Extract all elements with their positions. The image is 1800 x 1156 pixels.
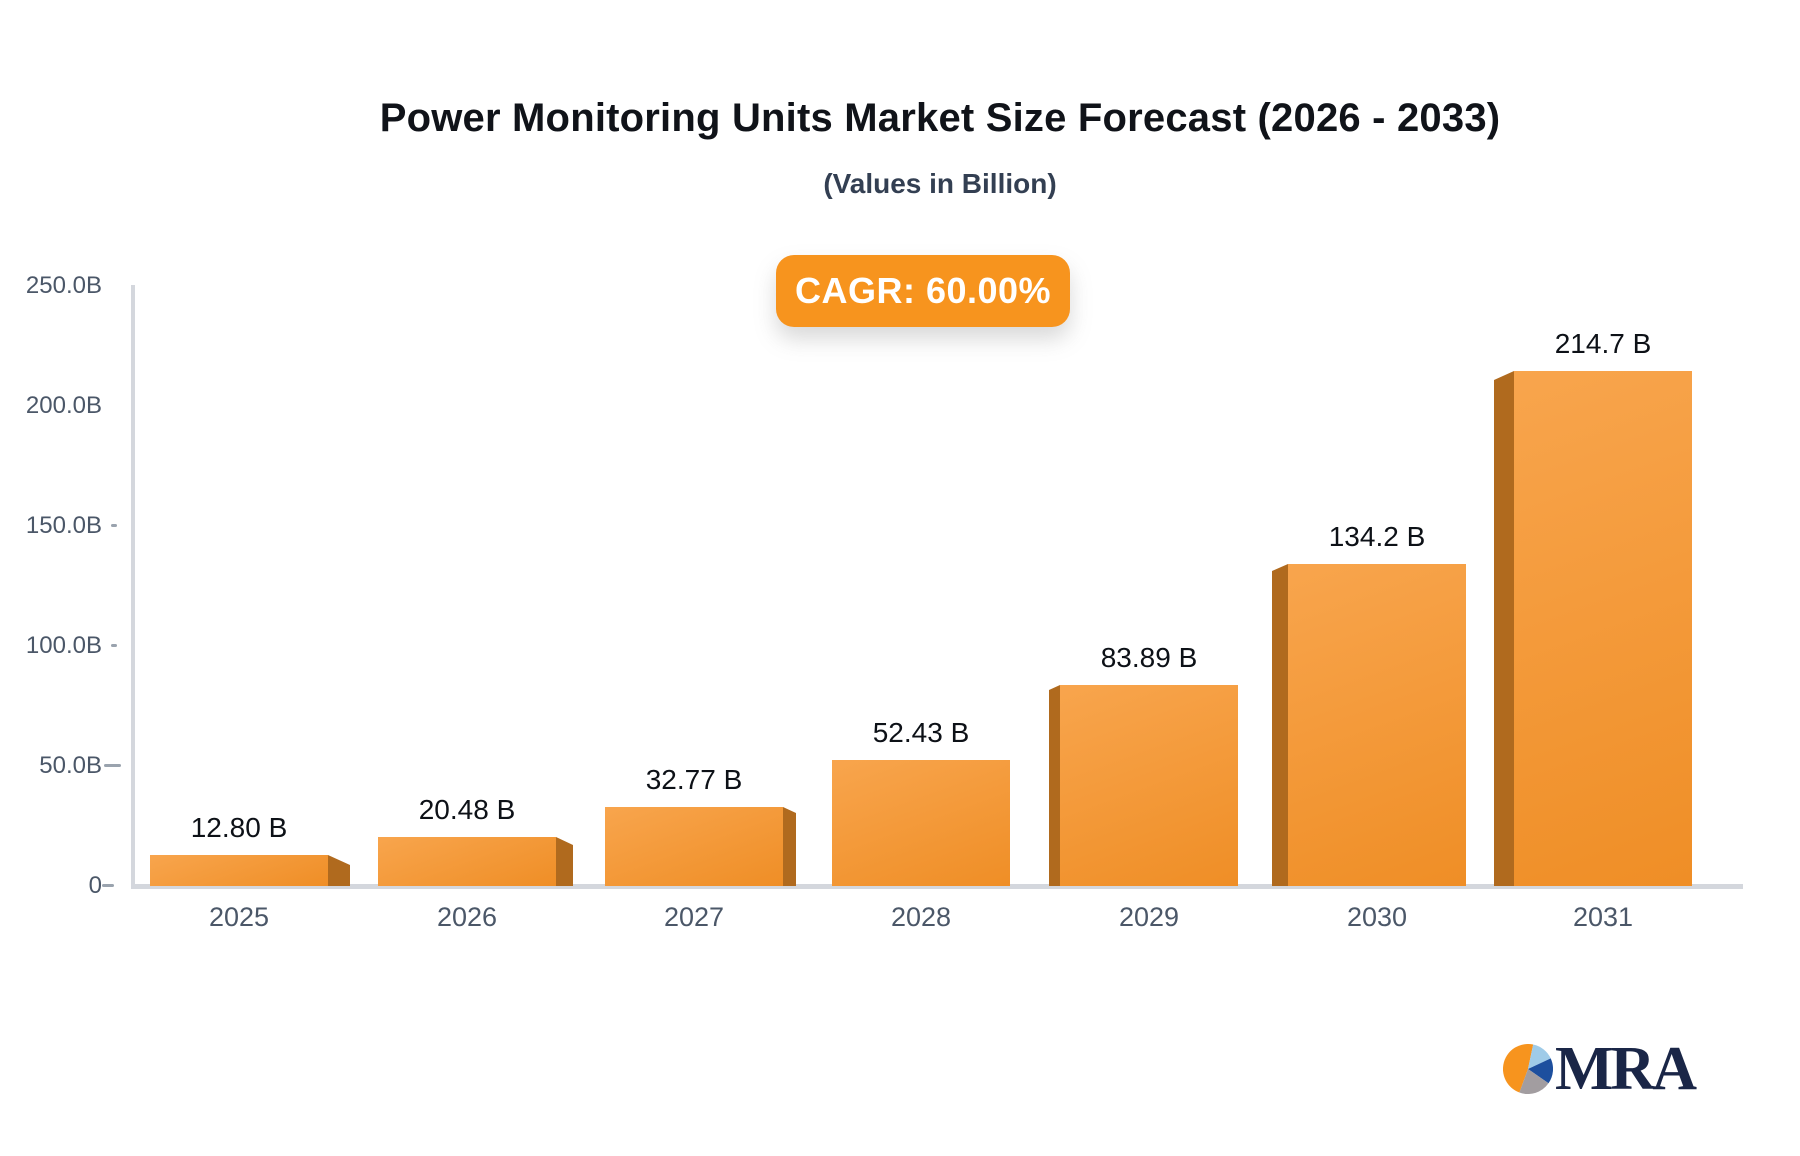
cagr-badge: CAGR: 60.00% bbox=[776, 255, 1070, 327]
bar-side-face bbox=[1049, 685, 1060, 886]
bar-value-label: 134.2 B bbox=[1328, 521, 1426, 552]
y-axis-tick bbox=[111, 644, 117, 647]
x-axis-label: 2027 bbox=[663, 902, 725, 932]
y-axis-label: 200.0B bbox=[25, 392, 102, 419]
y-axis-line bbox=[131, 285, 135, 886]
pie-chart-logo-icon bbox=[1503, 1044, 1553, 1094]
bar bbox=[1514, 371, 1692, 886]
bar-value-label: 52.43 B bbox=[872, 717, 970, 748]
x-axis-label: 2028 bbox=[890, 902, 952, 932]
y-axis-tick bbox=[111, 524, 117, 527]
y-axis-label: 100.0B bbox=[25, 632, 102, 659]
bar-side-face bbox=[328, 855, 350, 886]
bar-value-label: 32.77 B bbox=[645, 764, 743, 795]
chart-subtitle: (Values in Billion) bbox=[823, 168, 1057, 199]
y-axis-tick bbox=[104, 764, 121, 767]
x-axis-line bbox=[131, 884, 1743, 889]
x-axis-label: 2031 bbox=[1572, 902, 1634, 932]
brand-logo-text: MRA bbox=[1555, 1035, 1697, 1103]
x-axis-label: 2030 bbox=[1346, 902, 1408, 932]
y-axis-label: 250.0B bbox=[25, 272, 102, 299]
bar-value-label: 12.80 B bbox=[190, 812, 288, 843]
bar-side-face bbox=[1272, 564, 1288, 886]
bar-side-face bbox=[783, 807, 796, 886]
bar-side-face bbox=[556, 837, 573, 886]
bar bbox=[1060, 685, 1238, 886]
y-axis-label: 50.0B bbox=[39, 752, 102, 779]
bar bbox=[378, 837, 556, 886]
bar bbox=[1288, 564, 1466, 886]
bar-side-face bbox=[1494, 371, 1514, 886]
x-axis-label: 2029 bbox=[1118, 902, 1180, 932]
bar bbox=[150, 855, 328, 886]
bar-value-label: 20.48 B bbox=[418, 794, 516, 825]
y-axis-label: 0 bbox=[88, 872, 102, 899]
bar-value-label: 83.89 B bbox=[1100, 642, 1198, 673]
bar bbox=[605, 807, 783, 886]
x-axis-label: 2025 bbox=[208, 902, 270, 932]
bar-value-label: 214.7 B bbox=[1554, 328, 1652, 359]
brand-logo: MRA bbox=[1503, 1035, 1697, 1103]
y-axis-label: 150.0B bbox=[25, 512, 102, 539]
cagr-badge-label: CAGR: 60.00% bbox=[794, 270, 1052, 311]
x-axis-label: 2026 bbox=[436, 902, 498, 932]
y-axis-tick bbox=[102, 884, 114, 887]
bar bbox=[832, 760, 1010, 886]
chart-title: Power Monitoring Units Market Size Forec… bbox=[379, 96, 1501, 140]
